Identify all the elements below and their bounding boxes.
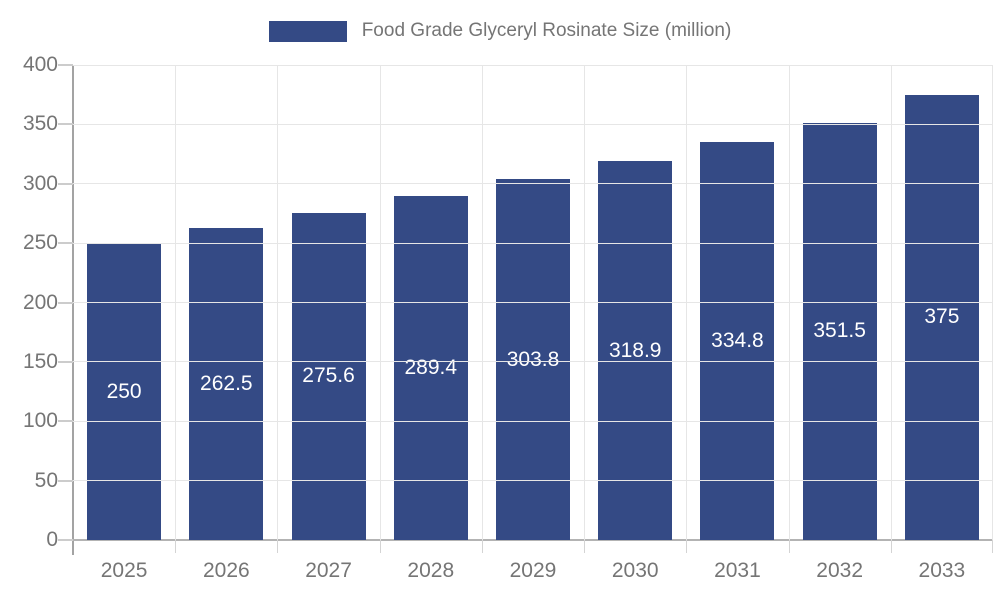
y-axis-line — [72, 65, 74, 555]
x-axis-line — [73, 539, 993, 541]
x-tick-label: 2031 — [714, 559, 761, 582]
gridline-vertical — [584, 65, 586, 540]
x-axis-tick — [686, 540, 688, 553]
y-tick-label: 50 — [34, 468, 58, 492]
bar-2028[interactable]: 289.4 — [393, 196, 468, 540]
y-tick-label: 400 — [22, 53, 58, 76]
y-axis-tick — [58, 242, 73, 245]
gridline-vertical — [992, 65, 993, 540]
gridline-vertical — [686, 65, 688, 540]
gridline-vertical — [890, 65, 892, 540]
gridline-vertical — [277, 65, 279, 540]
x-tick-label: 2029 — [509, 559, 557, 582]
y-tick-label: 350 — [22, 112, 58, 136]
bar-2031[interactable]: 334.8 — [700, 142, 775, 540]
y-tick-label: 100 — [22, 409, 58, 433]
x-tick-label: 2026 — [202, 559, 250, 582]
x-axis-tick — [890, 540, 892, 553]
y-tick-label: 300 — [22, 171, 58, 195]
bar-2026[interactable]: 262.5 — [189, 228, 264, 540]
x-axis-tick — [379, 540, 381, 553]
bar-2032[interactable]: 351.5 — [802, 122, 877, 540]
y-axis-tick — [58, 539, 73, 541]
y-axis-tick — [58, 123, 73, 126]
gridline-horizontal — [73, 123, 993, 125]
y-tick-label: 0 — [46, 528, 58, 551]
x-axis-tick — [175, 540, 177, 553]
gridline-vertical — [175, 65, 177, 540]
gridline-horizontal — [73, 302, 993, 303]
x-axis-tick — [584, 540, 586, 553]
x-tick-label: 2028 — [407, 559, 455, 582]
bar-value-label: 262.5 — [200, 372, 253, 396]
legend[interactable]: Food Grade Glyceryl Rosinate Size (milli… — [0, 20, 1000, 42]
y-axis-tick — [58, 182, 73, 185]
bar-2030[interactable]: 318.9 — [598, 161, 673, 540]
bar-value-label: 275.6 — [302, 364, 355, 388]
gridline-horizontal — [73, 480, 993, 482]
bar-2033[interactable]: 375 — [904, 94, 979, 540]
x-tick-label: 2030 — [611, 559, 659, 582]
x-axis-tick — [277, 540, 279, 553]
gridline-horizontal — [73, 242, 993, 244]
bar-2029[interactable]: 303.8 — [496, 179, 570, 540]
x-tick-label: 2032 — [816, 559, 864, 582]
bar-value-label: 375 — [924, 305, 960, 329]
legend-swatch — [268, 20, 347, 42]
bar-value-label: 250 — [106, 379, 142, 403]
gridline-vertical — [481, 65, 483, 540]
gridline-vertical — [788, 65, 790, 540]
x-axis-tick — [481, 540, 483, 553]
x-tick-label: 2027 — [305, 559, 352, 582]
gridline-horizontal — [73, 64, 993, 66]
bar-value-label: 334.8 — [711, 329, 764, 353]
gridline-horizontal — [73, 361, 993, 363]
bar-value-label: 318.9 — [608, 338, 662, 362]
gridline-vertical — [379, 65, 381, 540]
y-axis-tick — [58, 301, 73, 304]
y-tick-label: 200 — [22, 290, 58, 314]
y-axis-tick — [58, 64, 73, 66]
y-tick-label: 150 — [22, 349, 58, 373]
y-axis-tick — [58, 479, 73, 482]
gridline-horizontal — [73, 420, 993, 422]
bar-value-label: 303.8 — [506, 347, 560, 371]
x-tick-label: 2033 — [918, 559, 966, 582]
bar-value-label: 351.5 — [813, 319, 866, 343]
y-axis-tick — [58, 360, 73, 363]
x-tick-label: 2025 — [100, 559, 148, 582]
y-tick-label: 250 — [22, 231, 58, 255]
x-axis-tick — [788, 540, 790, 553]
bar-2025[interactable]: 250 — [87, 243, 162, 540]
x-axis-tick — [992, 540, 993, 553]
bar-2027[interactable]: 275.6 — [291, 212, 366, 540]
bar-value-label: 289.4 — [404, 356, 458, 380]
y-axis-tick — [58, 420, 73, 423]
legend-label: Food Grade Glyceryl Rosinate Size (milli… — [361, 20, 732, 41]
gridline-horizontal — [73, 183, 993, 185]
